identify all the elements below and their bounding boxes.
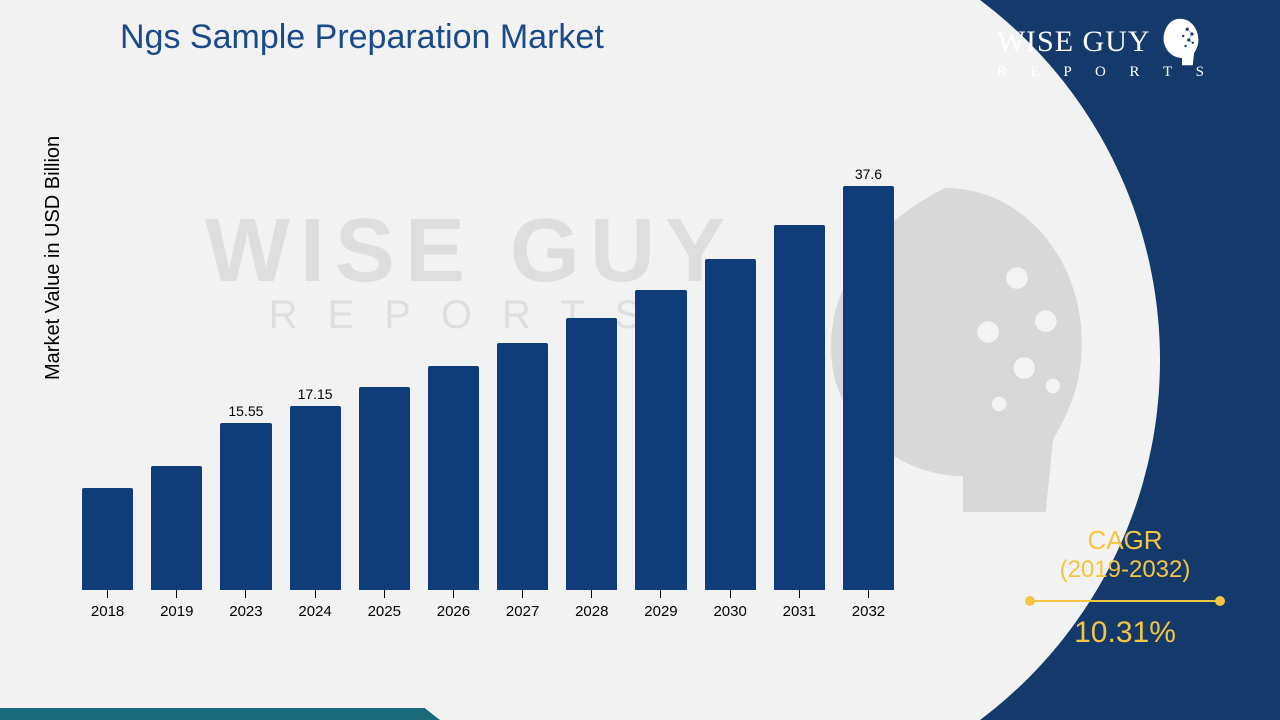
bar (843, 186, 894, 590)
x-axis-label: 2031 (783, 603, 816, 620)
cagr-value: 10.31% (1000, 616, 1250, 650)
bar-slot: 2026 (428, 160, 479, 590)
bar (635, 290, 686, 590)
cagr-label: CAGR (1000, 525, 1250, 556)
y-axis-label: Market Value in USD Billion (42, 136, 65, 380)
bar-slot: 2018 (82, 160, 133, 590)
logo-subtext: R E P O R T S (997, 64, 1260, 81)
bar-slot: 2030 (705, 160, 756, 590)
bar-slot: 2019 (151, 160, 202, 590)
bar-slot: 2025 (359, 160, 410, 590)
x-tick (730, 590, 731, 598)
bar (220, 423, 271, 590)
x-axis-label: 2024 (298, 603, 331, 620)
x-tick (453, 590, 454, 598)
bar (497, 343, 548, 590)
bar (151, 466, 202, 590)
chart-area: Ngs Sample Preparation Market WISE GUY R… (0, 0, 970, 720)
bar-slot: 15.552023 (220, 160, 271, 590)
chart-title: Ngs Sample Preparation Market (120, 18, 604, 57)
bar (82, 488, 133, 590)
x-tick (522, 590, 523, 598)
cagr-range: (2019-2032) (1000, 556, 1250, 584)
bar (428, 366, 479, 590)
bars-container: 2018 2019 15.552023 17.152024 2025 2026 2027 20… (78, 160, 898, 590)
x-axis-label: 2030 (713, 603, 746, 620)
x-axis-label: 2019 (160, 603, 193, 620)
cagr-divider (1030, 600, 1220, 602)
x-axis-label: 2023 (229, 603, 262, 620)
logo-text: WISE GUY (997, 25, 1151, 59)
x-tick (176, 590, 177, 598)
x-tick (384, 590, 385, 598)
bar-slot: 17.152024 (290, 160, 341, 590)
bar (566, 318, 617, 590)
x-tick (315, 590, 316, 598)
x-tick (868, 590, 869, 598)
bar-slot: 37.62032 (843, 160, 894, 590)
x-tick (591, 590, 592, 598)
x-axis-label: 2026 (437, 603, 470, 620)
cagr-block: CAGR (2019-2032) 10.31% (1000, 525, 1250, 650)
x-axis-label: 2027 (506, 603, 539, 620)
brand-logo: WISE GUY R E P O R T S (997, 18, 1260, 81)
x-axis-label: 2028 (575, 603, 608, 620)
bar-value-label: 15.55 (228, 403, 263, 419)
bar-slot: 2031 (774, 160, 825, 590)
bar-slot: 2027 (497, 160, 548, 590)
x-axis-label: 2025 (368, 603, 401, 620)
x-axis-label: 2032 (852, 603, 885, 620)
plot-region: 2018 2019 15.552023 17.152024 2025 2026 2027 20… (78, 160, 898, 590)
bar (359, 387, 410, 590)
bar-slot: 2028 (566, 160, 617, 590)
x-tick (107, 590, 108, 598)
bar (774, 225, 825, 591)
bar (705, 259, 756, 590)
bar (290, 406, 341, 590)
x-tick (799, 590, 800, 598)
bar-slot: 2029 (635, 160, 686, 590)
x-tick (245, 590, 246, 598)
bar-value-label: 17.15 (298, 386, 333, 402)
x-axis-label: 2029 (644, 603, 677, 620)
bar-value-label: 37.6 (855, 166, 882, 182)
x-axis-label: 2018 (91, 603, 124, 620)
logo-head-icon (1159, 18, 1201, 66)
x-tick (660, 590, 661, 598)
